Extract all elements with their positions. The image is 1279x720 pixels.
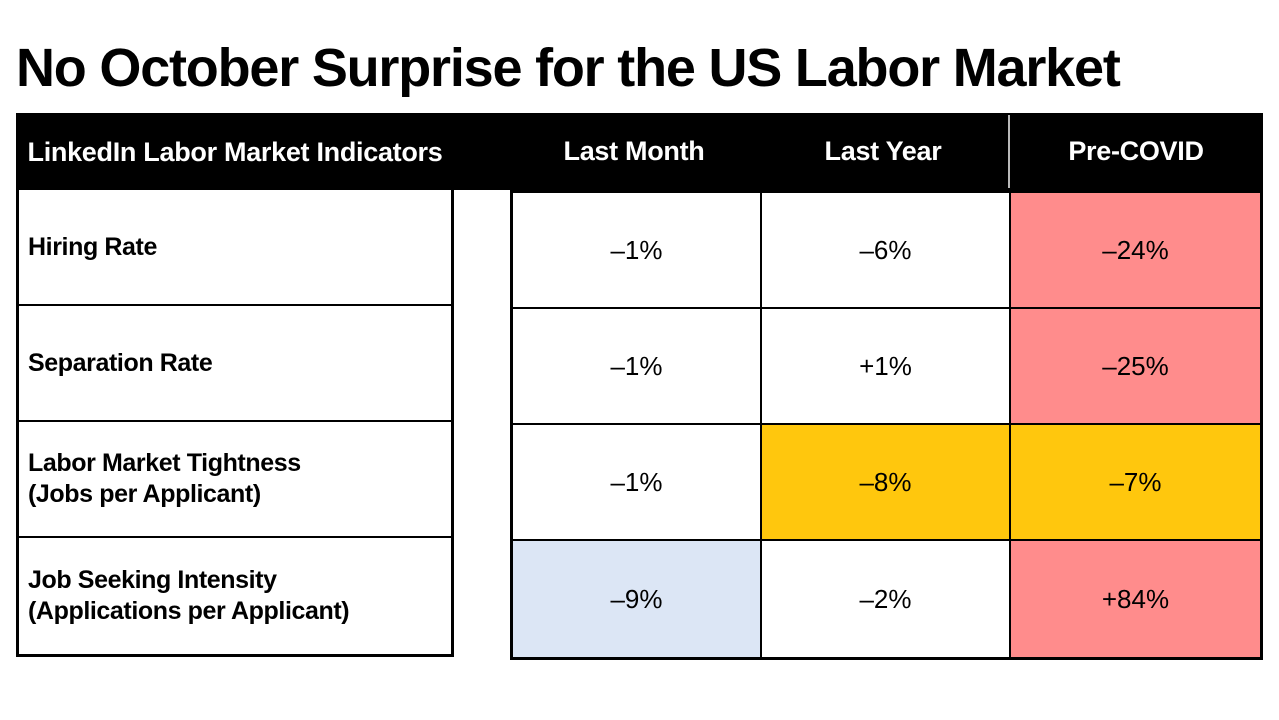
row-label-line1: Separation Rate — [28, 348, 213, 377]
column-header-last-year: Last Year — [824, 136, 942, 166]
table-row-label: Hiring Rate — [19, 190, 451, 306]
table-row-label: Labor Market Tightness (Jobs per Applica… — [19, 422, 451, 538]
table-row: –9% –2% +84% — [513, 541, 1260, 657]
cell-separation-rate-pre-covid: –25% — [1011, 309, 1260, 423]
metrics-data-grid: –1% –6% –24% –1% +1% –25% –1% –8% –7% –9… — [510, 190, 1263, 660]
cell-separation-rate-last-year: +1% — [762, 309, 1011, 423]
labor-market-indicators-table: LinkedIn Labor Market Indicators Last Mo… — [16, 113, 1263, 660]
cell-job-seeking-intensity-last-year: –2% — [762, 541, 1011, 657]
page-title: No October Surprise for the US Labor Mar… — [16, 38, 1121, 98]
cell-separation-rate-last-month: –1% — [513, 309, 762, 423]
row-label-line1: Labor Market Tightness — [28, 449, 301, 477]
row-label-separation-rate: Separation Rate — [28, 348, 213, 379]
cell-labor-market-tightness-pre-covid: –7% — [1011, 425, 1260, 539]
table-row: –1% +1% –25% — [513, 309, 1260, 425]
table-row: –1% –8% –7% — [513, 425, 1260, 541]
column-header-last-month: Last Month — [563, 136, 705, 166]
row-label-line1: Hiring Rate — [28, 232, 157, 261]
row-label-job-seeking-intensity: Job Seeking Intensity (Applications per … — [28, 565, 350, 627]
indicator-label-column: Hiring Rate Separation Rate Labor Market… — [16, 190, 454, 657]
cell-hiring-rate-last-month: –1% — [513, 193, 762, 307]
row-label-labor-market-tightness: Labor Market Tightness (Jobs per Applica… — [28, 448, 301, 510]
table-row-label: Job Seeking Intensity (Applications per … — [19, 538, 451, 654]
row-label-line1: Job Seeking Intensity — [28, 566, 277, 594]
table-header-band — [16, 113, 1263, 190]
table-row: –1% –6% –24% — [513, 193, 1260, 309]
column-header-indicator: LinkedIn Labor Market Indicators — [27, 136, 443, 167]
cell-hiring-rate-pre-covid: –24% — [1011, 193, 1260, 307]
row-label-hiring-rate: Hiring Rate — [28, 232, 157, 263]
cell-hiring-rate-last-year: –6% — [762, 193, 1011, 307]
cell-job-seeking-intensity-pre-covid: +84% — [1011, 541, 1260, 657]
cell-labor-market-tightness-last-year: –8% — [762, 425, 1011, 539]
cell-job-seeking-intensity-last-month: –9% — [513, 541, 762, 657]
cell-labor-market-tightness-last-month: –1% — [513, 425, 762, 539]
header-vertical-divider — [1008, 115, 1010, 188]
row-label-line2: (Jobs per Applicant) — [28, 480, 261, 508]
column-header-pre-covid: Pre-COVID — [1068, 136, 1204, 166]
row-label-line2: (Applications per Applicant) — [28, 597, 350, 625]
table-row-label: Separation Rate — [19, 306, 451, 422]
